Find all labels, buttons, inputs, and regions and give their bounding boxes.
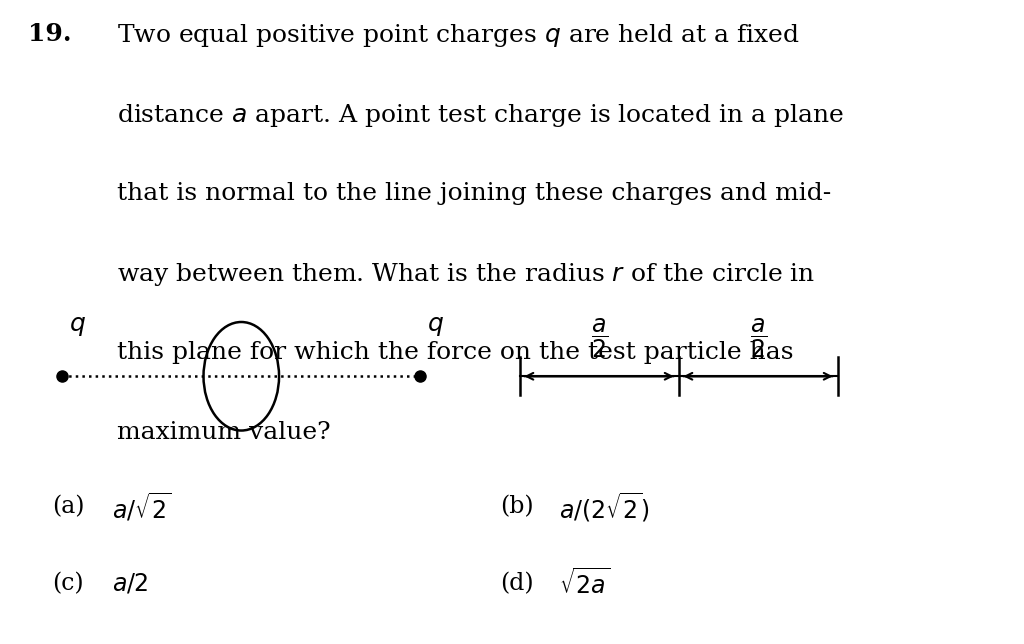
Text: $\sqrt{2a}$: $\sqrt{2a}$ — [559, 569, 610, 599]
Text: $a / \sqrt{2}$: $a / \sqrt{2}$ — [112, 491, 171, 524]
Text: $a / (2\sqrt{2})$: $a / (2\sqrt{2})$ — [559, 491, 650, 524]
Text: (a): (a) — [52, 496, 85, 518]
Text: that is normal to the line joining these charges and mid-: that is normal to the line joining these… — [117, 182, 831, 205]
Text: Two equal positive point charges $q$ are held at a fixed: Two equal positive point charges $q$ are… — [117, 22, 800, 49]
Text: $\dfrac{a}{2}$: $\dfrac{a}{2}$ — [591, 317, 607, 360]
Text: (c): (c) — [52, 573, 84, 595]
Text: this plane for which the force on the test particle has: this plane for which the force on the te… — [117, 341, 794, 364]
Text: (d): (d) — [500, 573, 534, 595]
Text: maximum value?: maximum value? — [117, 421, 331, 444]
Text: 19.: 19. — [28, 22, 71, 46]
Text: $q$: $q$ — [427, 315, 443, 338]
Text: $a/2$: $a/2$ — [112, 572, 148, 596]
Text: distance $a$ apart. A point test charge is located in a plane: distance $a$ apart. A point test charge … — [117, 102, 844, 129]
Text: $\dfrac{a}{2}$: $\dfrac{a}{2}$ — [750, 317, 767, 360]
Text: (b): (b) — [500, 496, 534, 518]
Text: $q$: $q$ — [69, 315, 86, 338]
Text: way between them. What is the radius $r$ of the circle in: way between them. What is the radius $r$… — [117, 261, 815, 289]
